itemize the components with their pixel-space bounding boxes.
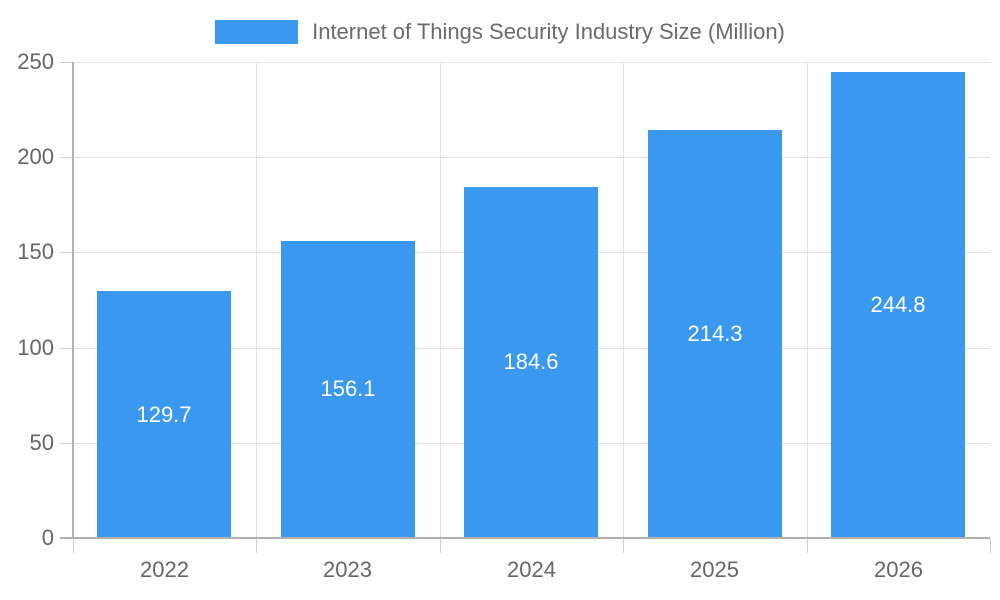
bar[interactable] xyxy=(831,71,965,538)
x-tick-mark xyxy=(623,539,624,553)
x-tick-label: 2023 xyxy=(323,557,372,582)
y-tick-mark xyxy=(60,157,73,159)
x-tick-label: 2025 xyxy=(690,557,739,582)
x-gridline xyxy=(807,62,808,538)
x-gridline xyxy=(440,62,441,538)
y-tick-label: 200 xyxy=(17,144,54,170)
bar[interactable] xyxy=(97,291,231,538)
x-tick-mark xyxy=(440,539,441,553)
x-axis-line xyxy=(60,537,990,539)
bar[interactable] xyxy=(648,129,782,538)
legend-series-label: Internet of Things Security Industry Siz… xyxy=(312,19,785,44)
x-tick-label: 2024 xyxy=(507,557,556,582)
legend-color-swatch-icon xyxy=(215,20,299,44)
y-axis-line xyxy=(72,62,74,539)
x-tick-mark xyxy=(256,539,257,553)
y-gridline xyxy=(73,157,990,159)
y-tick-mark xyxy=(60,442,73,444)
y-tick-mark xyxy=(60,347,73,349)
y-gridline xyxy=(73,62,990,63)
y-tick-label: 100 xyxy=(17,334,54,360)
x-tick-mark xyxy=(807,539,808,553)
x-gridline xyxy=(623,62,624,538)
chart-legend: Internet of Things Security Industry Siz… xyxy=(0,0,1000,62)
bar[interactable] xyxy=(281,240,415,538)
y-tick-label: 50 xyxy=(29,429,54,455)
y-tick-label: 0 xyxy=(41,525,54,550)
x-tick-mark xyxy=(990,539,991,553)
plot-area: 129.7 156.1 184.6 214.3 244.8 xyxy=(73,62,990,539)
x-tick-label: 2022 xyxy=(140,557,189,582)
y-tick-label: 250 xyxy=(17,49,54,74)
bar[interactable] xyxy=(464,186,598,538)
x-gridline xyxy=(256,62,257,538)
y-tick-label: 150 xyxy=(17,239,54,265)
legend-entry[interactable]: Internet of Things Security Industry Siz… xyxy=(215,20,785,44)
y-tick-mark xyxy=(60,62,73,63)
x-tick-label: 2026 xyxy=(874,557,923,582)
y-tick-mark xyxy=(60,252,73,254)
x-tick-mark xyxy=(73,539,74,553)
